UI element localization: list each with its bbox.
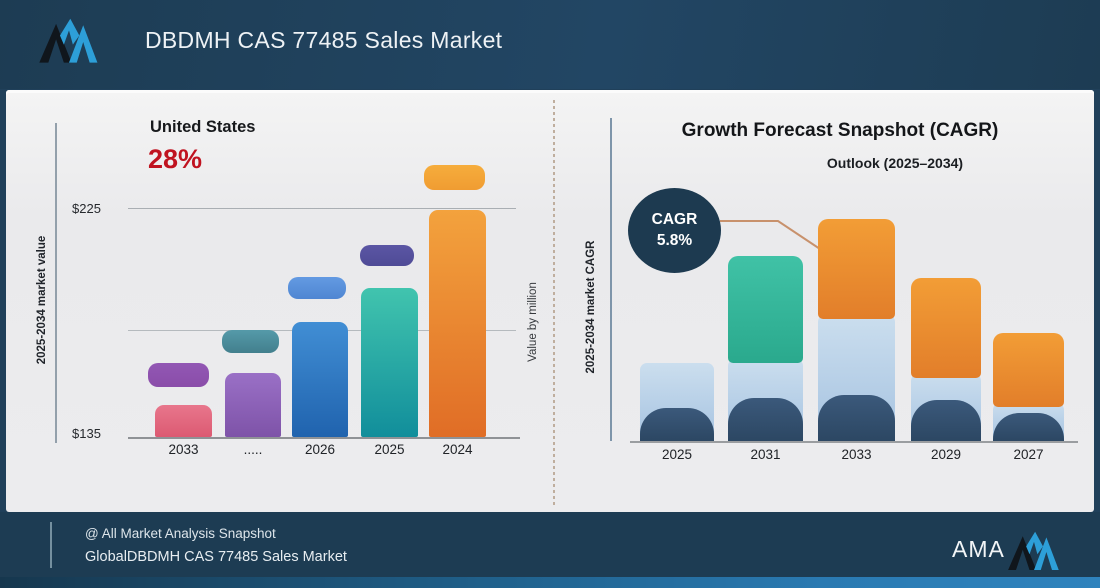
x-axis-label-2026: 2026 <box>304 442 336 457</box>
bar-cap-2026 <box>288 277 346 299</box>
cagr-badge: CAGR 5.8% <box>628 188 721 273</box>
page-title: DBDMH CAS 77485 Sales Market <box>145 27 503 53</box>
x-axis-label-2031: 2031 <box>750 447 781 462</box>
segment-navy-2029 <box>911 400 981 441</box>
stacked-bar-2025 <box>640 363 714 441</box>
footer-bar: @ All Market Analysis Snapshot GlobalDBD… <box>0 512 1100 588</box>
stacked-bar-2033 <box>818 219 895 441</box>
bar-2024 <box>429 210 486 437</box>
cagr-badge-value: 5.8% <box>656 231 693 249</box>
stacked-bar-2027 <box>993 333 1064 441</box>
bar-cap-2025 <box>360 245 414 266</box>
bar-cap-2024 <box>424 165 485 190</box>
left-chart-gridline-225 <box>128 208 516 209</box>
left-chart-tick-225: $225 <box>72 201 101 216</box>
segment-orange-2029 <box>911 278 981 378</box>
left-chart-highlight-percent: 28% <box>148 144 203 174</box>
segment-navy-2031 <box>728 398 803 441</box>
ama-logo-icon <box>39 18 98 63</box>
panel-divider <box>553 100 555 506</box>
bar-cap-2033 <box>148 363 209 387</box>
left-chart-tick-135: $135 <box>72 426 101 441</box>
right-chart-subtitle: Outlook (2025–2034) <box>826 155 964 171</box>
x-axis-label-.....: ..... <box>243 442 263 457</box>
footer-text-line1: @ All Market Analysis Snapshot <box>85 526 276 541</box>
left-chart-x-axis <box>128 437 520 439</box>
x-axis-label-2025: 2025 <box>374 442 405 457</box>
ama-logo-icon <box>1008 531 1059 570</box>
stacked-bar-2029 <box>911 278 981 441</box>
left-chart-y-axis-label: 2025-2034 market value <box>36 235 48 365</box>
x-axis-label-2033: 2033 <box>841 447 872 462</box>
right-chart-x-axis <box>630 441 1078 443</box>
segment-navy-2027 <box>993 413 1064 441</box>
bar-cap-..... <box>222 330 279 353</box>
footer-divider-line <box>50 522 52 568</box>
left-chart-y-axis <box>55 123 57 443</box>
right-chart-title: Growth Forecast Snapshot (CAGR) <box>681 120 999 141</box>
x-axis-label-2033: 2033 <box>168 442 199 457</box>
header-bar: DBDMH CAS 77485 Sales Market <box>0 0 1100 89</box>
x-axis-label-2024: 2024 <box>442 442 473 457</box>
x-axis-label-2029: 2029 <box>930 447 962 462</box>
segment-orange-2033 <box>818 219 895 319</box>
segment-navy-2033 <box>818 395 895 441</box>
left-chart-title: United States <box>150 118 256 136</box>
footer-brand-text: AMA <box>952 536 1005 562</box>
stacked-bar-2031 <box>728 256 803 441</box>
bar-2033 <box>155 405 212 437</box>
segment-orange-2027 <box>993 333 1064 407</box>
x-axis-label-2025: 2025 <box>661 447 693 462</box>
segment-teal-2031 <box>728 256 803 363</box>
bar-..... <box>225 373 281 437</box>
right-chart-y-axis-label: 2025-2034 market CAGR <box>585 240 597 374</box>
left-chart-right-axis-label: Value by million <box>527 282 539 362</box>
segment-navy-2025 <box>640 408 714 441</box>
bar-2026 <box>292 322 348 437</box>
footer-accent-strip <box>0 577 1100 588</box>
x-axis-label-2027: 2027 <box>1013 447 1044 462</box>
cagr-badge-label: CAGR <box>651 210 698 228</box>
right-chart-y-axis <box>610 118 612 441</box>
bar-2025 <box>361 288 418 437</box>
footer-text-line2: GlobalDBDMH CAS 77485 Sales Market <box>85 549 347 565</box>
